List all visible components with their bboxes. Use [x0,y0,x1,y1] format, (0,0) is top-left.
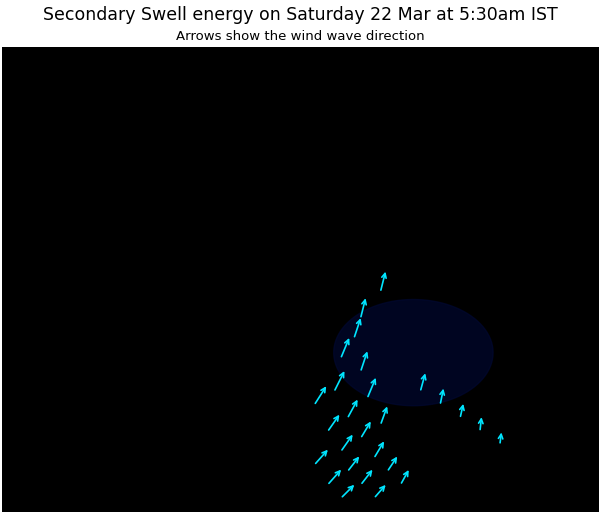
Text: Secondary Swell energy on Saturday 22 Mar at 5:30am IST: Secondary Swell energy on Saturday 22 Ma… [43,6,558,24]
Text: Arrows show the wind wave direction: Arrows show the wind wave direction [176,30,425,43]
Polygon shape [334,300,493,406]
